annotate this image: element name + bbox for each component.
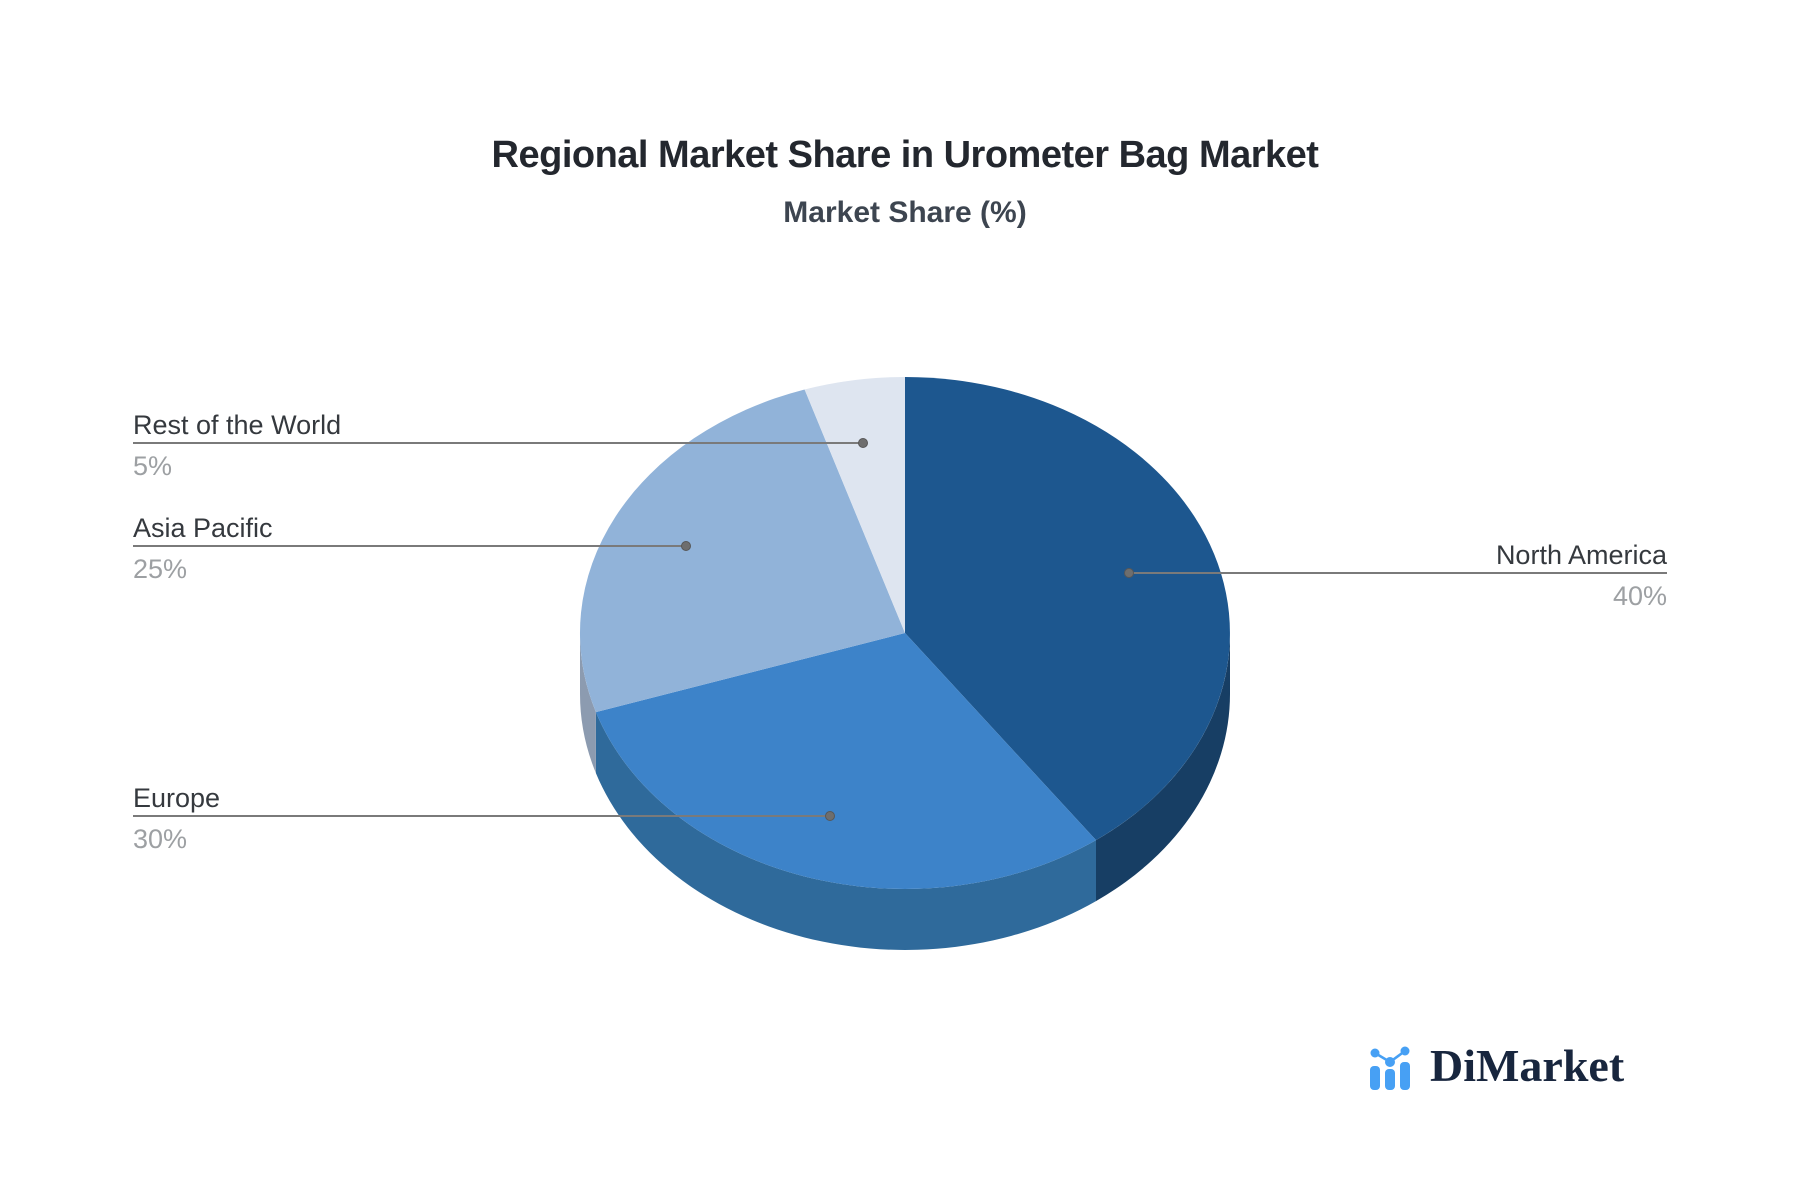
chart-subtitle: Market Share (%) — [783, 196, 1027, 229]
chart-title: Regional Market Share in Urometer Bag Ma… — [491, 134, 1319, 176]
slice-value: 30% — [133, 824, 188, 854]
leader-dot — [681, 541, 691, 551]
north-america-slice[interactable] — [905, 377, 1230, 841]
callout-rest-of-the-world: Rest of the World 5% — [133, 409, 863, 481]
leader-dot — [825, 811, 835, 821]
leader-dot — [858, 438, 868, 448]
asia-pacific-slice-side — [580, 633, 596, 774]
dimarket-logo: DiMarket — [1366, 1040, 1624, 1092]
slice-label: Rest of the World — [133, 410, 342, 440]
leader-line — [133, 545, 686, 547]
leader-line — [1129, 572, 1667, 574]
europe-slice[interactable] — [595, 633, 1096, 889]
slice-value: 5% — [133, 451, 173, 481]
rest-of-the-world-slice[interactable] — [804, 377, 905, 633]
callout-europe: Europe 30% — [133, 782, 830, 854]
callout-north-america: North America 40% — [1129, 539, 1667, 611]
europe-slice-side — [595, 712, 1096, 950]
logo-wordmark: DiMarket — [1430, 1040, 1625, 1091]
slice-label: Asia Pacific — [133, 513, 273, 543]
bar-line-chart-icon — [1370, 1046, 1410, 1090]
slice-value: 25% — [133, 554, 188, 584]
leader-dot — [1124, 568, 1134, 578]
slice-label: Europe — [133, 783, 221, 813]
callout-asia-pacific: Asia Pacific 25% — [133, 512, 686, 584]
slice-label: North America — [1495, 540, 1667, 570]
asia-pacific-slice[interactable] — [579, 389, 905, 713]
slice-value: 40% — [1612, 581, 1667, 611]
north-america-slice-side — [1096, 633, 1230, 902]
leader-line — [133, 815, 830, 817]
leader-line — [133, 442, 863, 444]
